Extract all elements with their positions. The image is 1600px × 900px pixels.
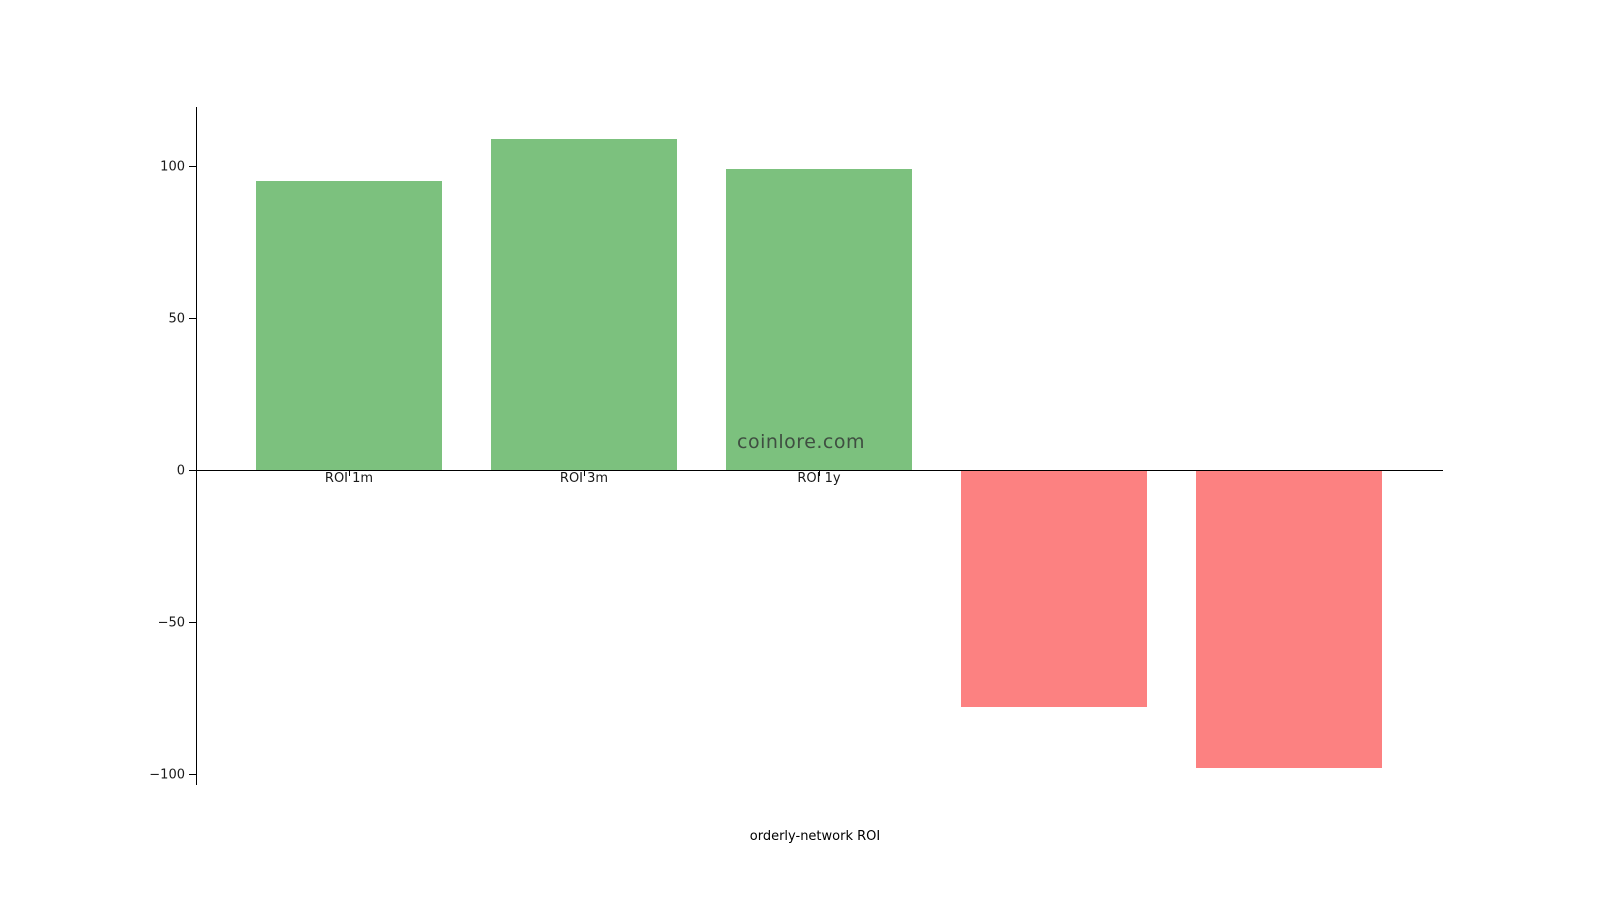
- x-tick-label-roi-1y: ROI 1y: [797, 471, 841, 486]
- y-tick-0: [189, 470, 196, 471]
- x-tick-label-roi-1m: ROI 1m: [324, 471, 374, 486]
- y-tick-label-100: 100: [160, 159, 185, 174]
- chart-title: orderly-network ROI: [749, 829, 881, 844]
- y-tick-label--100: −100: [149, 767, 185, 782]
- y-tick-label-50: 50: [168, 311, 185, 326]
- bar-roi-1y: [726, 169, 912, 470]
- y-tick-label-0: 0: [176, 463, 185, 478]
- x-tick-label-roi-3m: ROI 3m: [559, 471, 609, 486]
- y-tick-50: [189, 318, 196, 319]
- y-tick--50: [189, 622, 196, 623]
- bar-unlabeled-5: [1196, 470, 1382, 768]
- watermark-text: coinlore.com: [737, 431, 865, 453]
- x-tick-roi-1m: [349, 470, 350, 476]
- y-tick--100: [189, 774, 196, 775]
- y-tick-100: [189, 166, 196, 167]
- bar-unlabeled-4: [961, 470, 1147, 708]
- bar-roi-3m: [491, 138, 677, 470]
- y-axis-spine: [196, 107, 197, 785]
- x-tick-roi-3m: [584, 470, 585, 476]
- y-tick-label--50: −50: [157, 615, 185, 630]
- bar-roi-1m: [256, 181, 442, 470]
- x-tick-roi-1y: [819, 470, 820, 476]
